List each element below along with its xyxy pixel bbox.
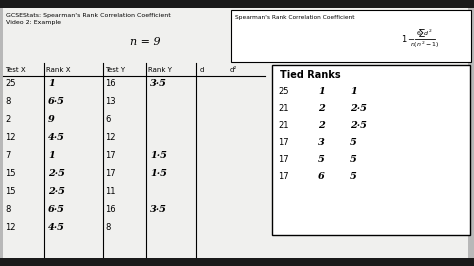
Text: 1: 1 xyxy=(48,79,55,88)
Text: GCSEStats: Spearman's Rank Correlation Coefficient
Video 2: Example: GCSEStats: Spearman's Rank Correlation C… xyxy=(6,13,171,25)
Text: $6\!\sum\!d^{\,2}$: $6\!\sum\!d^{\,2}$ xyxy=(416,27,434,39)
Text: 2: 2 xyxy=(318,104,325,113)
Text: 17: 17 xyxy=(105,169,116,178)
Text: 6: 6 xyxy=(105,115,110,124)
Text: 2·5: 2·5 xyxy=(350,104,367,113)
Text: 5: 5 xyxy=(350,172,357,181)
Text: 15: 15 xyxy=(5,169,16,178)
Text: 6: 6 xyxy=(318,172,325,181)
Text: Rank Y: Rank Y xyxy=(148,67,172,73)
Text: 21: 21 xyxy=(278,121,289,130)
Text: 12: 12 xyxy=(105,133,116,142)
Text: $n(n^{\,2}-1)$: $n(n^{\,2}-1)$ xyxy=(410,40,440,50)
Text: 1: 1 xyxy=(350,87,357,96)
Text: 11: 11 xyxy=(105,187,116,196)
Text: 16: 16 xyxy=(105,79,116,88)
Text: Test X: Test X xyxy=(5,67,26,73)
Text: Tied Ranks: Tied Ranks xyxy=(280,70,341,80)
Text: Test Y: Test Y xyxy=(105,67,125,73)
Text: 5: 5 xyxy=(350,155,357,164)
Text: 3·5: 3·5 xyxy=(150,205,167,214)
Text: d²: d² xyxy=(230,67,237,73)
Text: 13: 13 xyxy=(105,97,116,106)
Text: 17: 17 xyxy=(278,155,289,164)
Text: 3: 3 xyxy=(318,138,325,147)
Text: 8: 8 xyxy=(105,223,110,232)
Bar xyxy=(272,65,470,235)
Text: 17: 17 xyxy=(278,172,289,181)
Text: 1: 1 xyxy=(48,151,55,160)
Bar xyxy=(0,0,474,8)
Text: 2·5: 2·5 xyxy=(48,169,65,178)
Text: 8: 8 xyxy=(5,205,10,214)
Text: 5: 5 xyxy=(350,138,357,147)
Text: 1·5: 1·5 xyxy=(150,169,167,178)
Text: 7: 7 xyxy=(5,151,10,160)
Text: 3·5: 3·5 xyxy=(150,79,167,88)
Text: 16: 16 xyxy=(105,205,116,214)
Text: 2: 2 xyxy=(5,115,10,124)
Text: 9: 9 xyxy=(48,115,55,124)
Text: d: d xyxy=(200,67,204,73)
Text: $1-$: $1-$ xyxy=(401,34,416,44)
Text: Rank X: Rank X xyxy=(46,67,71,73)
Text: n = 9: n = 9 xyxy=(130,37,161,47)
Text: 21: 21 xyxy=(278,104,289,113)
Text: 1: 1 xyxy=(318,87,325,96)
Text: 1·5: 1·5 xyxy=(150,151,167,160)
Text: 6·5: 6·5 xyxy=(48,97,65,106)
Text: 25: 25 xyxy=(278,87,289,96)
Text: 2·5: 2·5 xyxy=(48,187,65,196)
Bar xyxy=(0,258,474,266)
Text: 4·5: 4·5 xyxy=(48,223,65,232)
Text: 6·5: 6·5 xyxy=(48,205,65,214)
Text: 25: 25 xyxy=(5,79,16,88)
Text: 2: 2 xyxy=(318,121,325,130)
Text: 12: 12 xyxy=(5,133,16,142)
Text: 2·5: 2·5 xyxy=(350,121,367,130)
Bar xyxy=(231,10,471,62)
Text: 12: 12 xyxy=(5,223,16,232)
Text: 15: 15 xyxy=(5,187,16,196)
Text: 17: 17 xyxy=(105,151,116,160)
Text: 4·5: 4·5 xyxy=(48,133,65,142)
Text: 17: 17 xyxy=(278,138,289,147)
Text: 5: 5 xyxy=(318,155,325,164)
Text: Spearman's Rank Correlation Coefficient: Spearman's Rank Correlation Coefficient xyxy=(235,15,355,20)
Text: 8: 8 xyxy=(5,97,10,106)
